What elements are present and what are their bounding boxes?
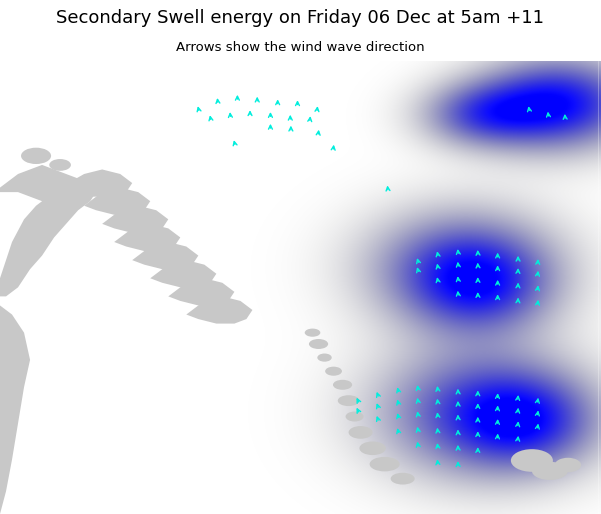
Ellipse shape bbox=[555, 458, 581, 472]
Ellipse shape bbox=[325, 366, 342, 376]
Polygon shape bbox=[0, 183, 96, 297]
Ellipse shape bbox=[317, 354, 332, 362]
Polygon shape bbox=[0, 305, 30, 514]
Polygon shape bbox=[0, 165, 84, 206]
Ellipse shape bbox=[338, 395, 359, 406]
Ellipse shape bbox=[309, 339, 328, 349]
Polygon shape bbox=[60, 170, 132, 197]
Polygon shape bbox=[102, 206, 168, 233]
Polygon shape bbox=[186, 297, 252, 324]
Text: Secondary Swell energy on Friday 06 Dec at 5am +11: Secondary Swell energy on Friday 06 Dec … bbox=[56, 9, 545, 27]
Ellipse shape bbox=[49, 159, 71, 171]
Polygon shape bbox=[84, 188, 150, 215]
Polygon shape bbox=[150, 260, 216, 287]
Ellipse shape bbox=[532, 462, 568, 480]
Ellipse shape bbox=[117, 192, 135, 201]
Ellipse shape bbox=[511, 449, 553, 472]
Text: Arrows show the wind wave direction: Arrows show the wind wave direction bbox=[176, 41, 425, 54]
Ellipse shape bbox=[359, 442, 386, 455]
Ellipse shape bbox=[349, 426, 373, 439]
Ellipse shape bbox=[370, 457, 400, 471]
Polygon shape bbox=[168, 278, 234, 305]
Ellipse shape bbox=[305, 328, 320, 337]
Polygon shape bbox=[132, 242, 198, 269]
Ellipse shape bbox=[346, 412, 364, 421]
Ellipse shape bbox=[21, 148, 51, 164]
Polygon shape bbox=[114, 224, 180, 251]
Ellipse shape bbox=[333, 380, 352, 390]
Ellipse shape bbox=[391, 473, 415, 485]
